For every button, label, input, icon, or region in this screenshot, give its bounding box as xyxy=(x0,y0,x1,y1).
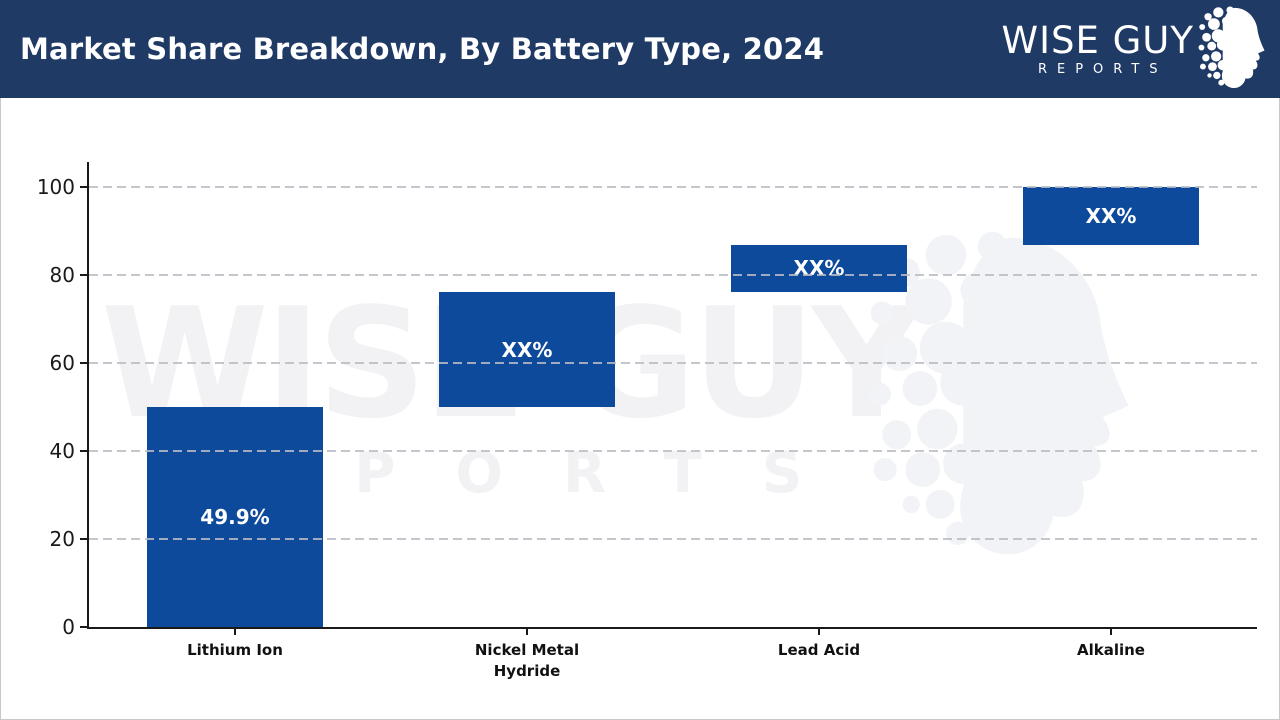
bar-lithium-ion: 49.9% xyxy=(147,407,323,627)
logo-brand-name: WISE GUY xyxy=(1001,19,1194,62)
y-tick-mark-0 xyxy=(80,626,88,628)
page-title: Market Share Breakdown, By Battery Type,… xyxy=(20,32,825,66)
y-tick-label-60: 60 xyxy=(49,351,75,375)
bar-alkaline: XX% xyxy=(1023,187,1199,245)
x-tick-mark-3 xyxy=(1110,629,1112,635)
y-tick-label-80: 80 xyxy=(49,263,75,287)
category-label-0: Lithium Ion xyxy=(187,641,283,659)
bar-value-label: XX% xyxy=(501,337,553,362)
wise-guy-logo: WISE GUY REPORTS xyxy=(1002,5,1270,93)
category-label-3: Alkaline xyxy=(1077,641,1145,659)
category-label-1: Nickel Metal Hydride xyxy=(474,641,580,680)
y-tick-mark-80 xyxy=(80,274,88,276)
gridline-40 xyxy=(89,450,1257,452)
y-tick-mark-20 xyxy=(80,538,88,540)
gridline-20 xyxy=(89,538,1257,540)
y-tick-mark-60 xyxy=(80,362,88,364)
y-tick-label-20: 20 xyxy=(49,527,75,551)
x-tick-mark-1 xyxy=(526,629,528,635)
y-tick-mark-100 xyxy=(80,186,88,188)
plot-area: 0 20 40 60 80 100 49.9% Lithium Ion XX% Nickel Me… xyxy=(1,98,1279,719)
gridline-100 xyxy=(89,186,1257,188)
category-label-2: Lead Acid xyxy=(777,641,861,659)
bar-value-label: XX% xyxy=(793,256,845,281)
gridline-80 xyxy=(89,274,1257,276)
header-bar: Market Share Breakdown, By Battery Type,… xyxy=(0,0,1280,98)
x-tick-mark-2 xyxy=(818,629,820,635)
x-tick-mark-0 xyxy=(234,629,236,635)
logo-brand-subtitle: REPORTS xyxy=(1037,62,1168,77)
logo-text: WISE GUY REPORTS xyxy=(1002,22,1194,76)
logo-face-icon xyxy=(1198,6,1265,89)
chart-canvas: WISE GUY REPORTS 02040608010049.9%Lithiu… xyxy=(0,98,1280,720)
y-tick-label-0: 0 xyxy=(62,615,75,639)
bar-value-label: 49.9% xyxy=(200,505,270,530)
y-tick-label-40: 40 xyxy=(49,439,75,463)
gridline-60 xyxy=(89,362,1257,364)
bar-lead-acid: XX% xyxy=(731,244,907,293)
bar-value-label: XX% xyxy=(1085,203,1137,228)
y-axis-line xyxy=(87,162,89,629)
bar-nickel-metal-hydride: XX% xyxy=(439,292,615,408)
x-axis-line xyxy=(87,627,1257,629)
y-tick-label-100: 100 xyxy=(36,175,75,199)
y-tick-mark-40 xyxy=(80,450,88,452)
